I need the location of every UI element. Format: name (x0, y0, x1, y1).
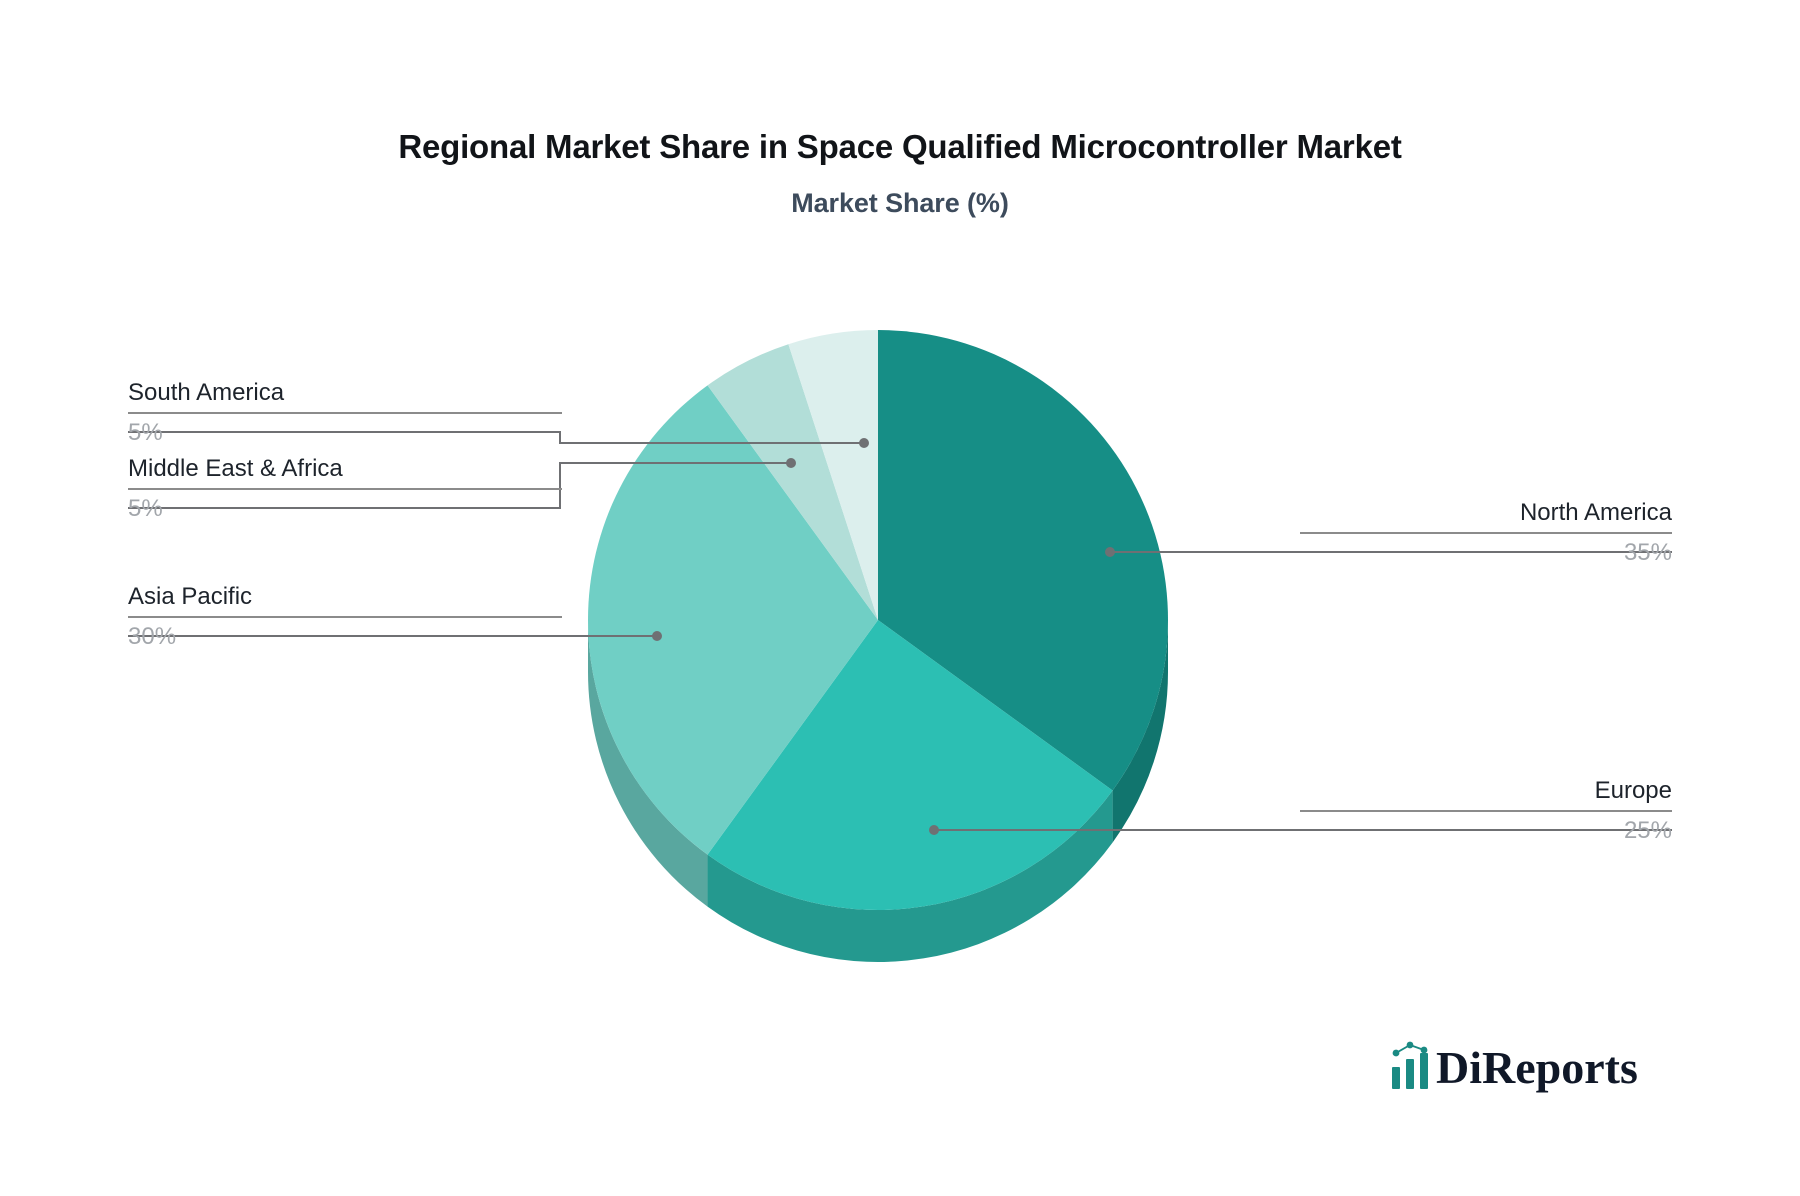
slice-label-value: 5% (128, 419, 163, 446)
slice-label-value: 25% (1623, 817, 1672, 844)
leader-line-south-america (128, 431, 862, 444)
slice-label-name: South America (128, 379, 285, 406)
slice-label-name: Middle East & Africa (128, 455, 343, 482)
direports-logo: DiReports (1390, 1035, 1640, 1095)
slice-label-value: 5% (128, 495, 163, 522)
leader-dot-south-america (859, 438, 869, 448)
leader-dot-asia-pacific (652, 631, 662, 641)
chart-title: Regional Market Share in Space Qualified… (398, 128, 1402, 165)
logo-wordmark: DiReports (1436, 1042, 1638, 1093)
slice-label-south-america: South America 5% (128, 378, 562, 448)
label-divider (128, 488, 562, 490)
logo-graphic: DiReports (1392, 1041, 1638, 1093)
slice-label-name: Europe (1594, 777, 1672, 804)
label-divider (1300, 532, 1672, 534)
leader-dot-north-america (1105, 547, 1115, 557)
slice-label-north-america: North America 35% (1300, 498, 1672, 568)
leader-dot-middle-east-africa (786, 458, 796, 468)
slice-label-name: Asia Pacific (128, 583, 253, 610)
slice-label-name: North America (1519, 499, 1672, 526)
leader-line-middle-east-africa (128, 462, 790, 509)
label-divider (128, 412, 562, 414)
slice-label-value: 35% (1623, 539, 1672, 566)
slice-label-asia-pacific: Asia Pacific 30% (128, 582, 562, 652)
slice-label-middle-east-africa: Middle East & Africa 5% (128, 454, 562, 524)
label-divider (1300, 810, 1672, 812)
label-divider (128, 616, 562, 618)
leader-dot-europe (929, 825, 939, 835)
slice-label-europe: Europe 25% (1300, 776, 1672, 846)
bar-chart-icon (1392, 1041, 1428, 1089)
chart-subtitle: Market Share (%) (791, 188, 1009, 218)
slice-label-value: 30% (128, 623, 177, 650)
